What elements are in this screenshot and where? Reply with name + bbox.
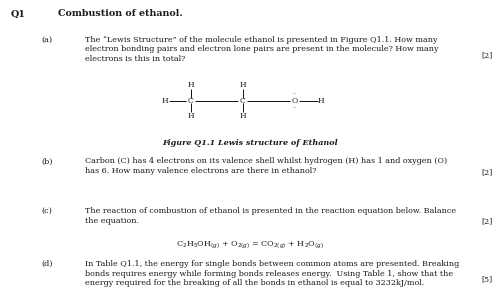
Text: Carbon (C) has 4 electrons on its valence shell whilst hydrogen (H) has 1 and ox: Carbon (C) has 4 electrons on its valenc… xyxy=(85,157,448,175)
Text: H: H xyxy=(187,112,194,120)
Text: [5]: [5] xyxy=(481,275,492,283)
Text: C$_2$H$_5$OH$_{(g)}$ + O$_{2(g)}$ = CO$_{2(g)}$ + H$_2$O$_{(g)}$: C$_2$H$_5$OH$_{(g)}$ + O$_{2(g)}$ = CO$_… xyxy=(176,240,324,251)
Text: H: H xyxy=(239,112,246,120)
Text: C: C xyxy=(188,96,194,105)
Text: H: H xyxy=(187,81,194,89)
Text: The reaction of combustion of ethanol is presented in the reaction equation belo: The reaction of combustion of ethanol is… xyxy=(85,207,456,225)
Text: Q1: Q1 xyxy=(11,9,26,18)
Text: [2]: [2] xyxy=(481,168,492,176)
Text: The “Lewis Structure” of the molecule ethanol is presented in Figure Q1.1. How m: The “Lewis Structure” of the molecule et… xyxy=(85,36,438,63)
Text: (d): (d) xyxy=(41,260,52,268)
Text: (b): (b) xyxy=(41,157,52,165)
Text: C: C xyxy=(240,96,246,105)
Text: Combustion of ethanol.: Combustion of ethanol. xyxy=(58,9,182,18)
Text: (a): (a) xyxy=(41,36,52,44)
Text: ··: ·· xyxy=(292,92,296,96)
Text: ··: ·· xyxy=(292,105,296,110)
Text: [2]: [2] xyxy=(481,51,492,59)
Text: H: H xyxy=(317,96,324,105)
Text: H: H xyxy=(161,96,168,105)
Text: O: O xyxy=(292,96,298,105)
Text: In Table Q1.1, the energy for single bonds between common atoms are presented. B: In Table Q1.1, the energy for single bon… xyxy=(85,260,459,287)
Text: [2]: [2] xyxy=(481,218,492,226)
Text: (c): (c) xyxy=(41,207,52,215)
Text: H: H xyxy=(239,81,246,89)
Text: Figure Q1.1 Lewis structure of Ethanol: Figure Q1.1 Lewis structure of Ethanol xyxy=(162,139,338,147)
